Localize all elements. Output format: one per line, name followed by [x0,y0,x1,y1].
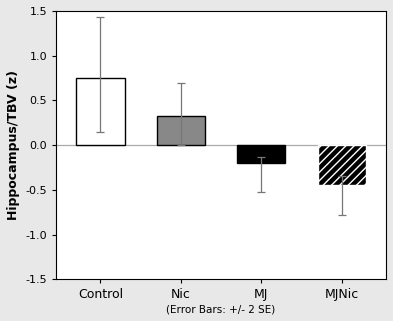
X-axis label: (Error Bars: +/- 2 SE): (Error Bars: +/- 2 SE) [167,304,276,314]
Bar [157,117,205,145]
Bar [76,78,125,145]
Y-axis label: Hippocampus/TBV (z): Hippocampus/TBV (z) [7,70,20,220]
Bar [318,145,366,185]
Bar [237,145,285,163]
